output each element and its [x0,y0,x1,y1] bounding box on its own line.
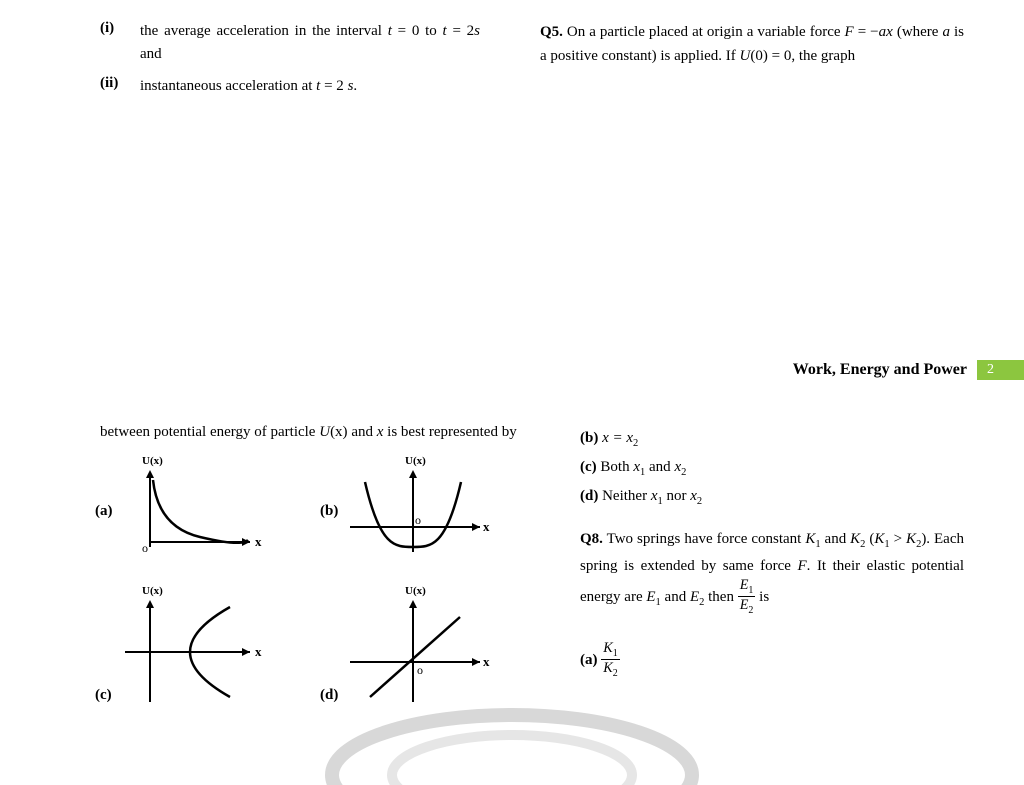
x-axis-label: x [483,519,490,534]
text: and [140,46,162,62]
text: and [645,459,674,475]
option-c-label: (c) [95,687,112,704]
item-ii-text: instantaneous acceleration at t = 2 s. [140,75,480,98]
top-right-column: Q5. On a particle placed at origin a var… [540,20,964,106]
text: between potential energy of particle [100,424,319,440]
var: x = x [602,430,633,446]
var: E [690,589,699,605]
text: (where [893,24,943,40]
graph-b-svg: U(x) o x [325,452,495,572]
q8-label: Q8. [580,531,603,547]
var: K [906,531,916,547]
item-i: (i) the average acceleration in the inte… [100,20,480,67]
x-axis-label: x [255,644,262,659]
var: s [474,23,480,39]
graph-option-c: (c) U(x) x [100,582,295,712]
top-left-column: (i) the average acceleration in the inte… [100,20,480,106]
text: . [353,78,357,94]
option-a-label: (a) [95,503,113,520]
graph-c-svg: U(x) x [100,582,270,712]
x-axis-label: x [255,534,262,549]
var: F [797,558,806,574]
q5-label: Q5. [540,24,563,40]
text: is best represented by [383,424,516,440]
sub: 2 [697,496,702,507]
text: is [755,589,769,605]
item-ii-label: (ii) [100,75,140,98]
option-d: (d) Neither x1 nor x2 [580,488,964,507]
text: and [661,589,690,605]
var: a [942,24,950,40]
var: x [886,24,893,40]
var: K [805,531,815,547]
y-axis-label: U(x) [142,585,163,597]
var: U [319,424,330,440]
text: the average acceleration in the interval [140,23,388,39]
watermark [312,645,712,785]
text: = 2 [447,23,474,39]
var: K [874,531,884,547]
var: K [850,531,860,547]
text: and [348,424,377,440]
option-b: (b) x = x2 [580,430,964,449]
text: instantaneous acceleration at [140,78,316,94]
text: nor [663,488,691,504]
sub: 2 [681,467,686,478]
fraction-e1-e2: E1E2 [738,578,756,617]
var: E [646,589,655,605]
text: On a particle placed at origin a variabl… [563,24,845,40]
y-axis-label: U(x) [142,455,163,467]
section-title: Work, Energy and Power [793,361,967,379]
page: (i) the average acceleration in the inte… [0,0,1024,745]
y-axis-label: U(x) [405,455,426,467]
page-badge: 2 [977,360,1024,380]
origin-label: o [142,541,148,555]
origin-label: o [415,513,421,527]
text: (x) [330,424,348,440]
text: = 2 [320,78,347,94]
text: Both [600,459,633,475]
text: > [890,531,906,547]
text: = 0 to [392,23,443,39]
sub: 2 [748,604,753,615]
item-i-label: (i) [100,20,140,67]
option-c: (c) Both x1 and x2 [580,459,964,478]
top-section: (i) the average acceleration in the inte… [100,20,964,106]
item-i-text: the average acceleration in the interval… [140,20,480,67]
sub: 1 [748,585,753,596]
option-d-label: (d) [580,488,602,504]
option-c-label: (c) [580,459,600,475]
y-axis-label: U(x) [405,585,426,597]
var: U [740,48,751,64]
sub: 2 [633,438,638,449]
var: x [651,488,658,504]
question-5: Q5. On a particle placed at origin a var… [540,20,964,68]
var: x [633,459,640,475]
text: Two springs have force constant [603,531,805,547]
option-b-label: (b) [580,430,602,446]
item-ii: (ii) instantaneous acceleration at t = 2… [100,75,480,98]
text: and [821,531,851,547]
question-8: Q8. Two springs have force constant K 1 a… [580,527,964,616]
var: F [845,24,854,40]
text: Neither [602,488,651,504]
graph-option-a: (a) U(x) o x [100,452,295,572]
text: , the graph [791,48,855,64]
text: then [704,589,737,605]
graph-option-b: (b) U(x) o x [325,452,520,572]
text: = − [854,24,879,40]
var: x [690,488,697,504]
option-b-label: (b) [320,503,338,520]
graph-a-svg: U(x) o x [100,452,270,572]
text: (0) = 0 [750,48,791,64]
q5-continuation: between potential energy of particle U(x… [100,420,520,444]
section-banner: Work, Energy and Power 2 [793,360,1024,380]
